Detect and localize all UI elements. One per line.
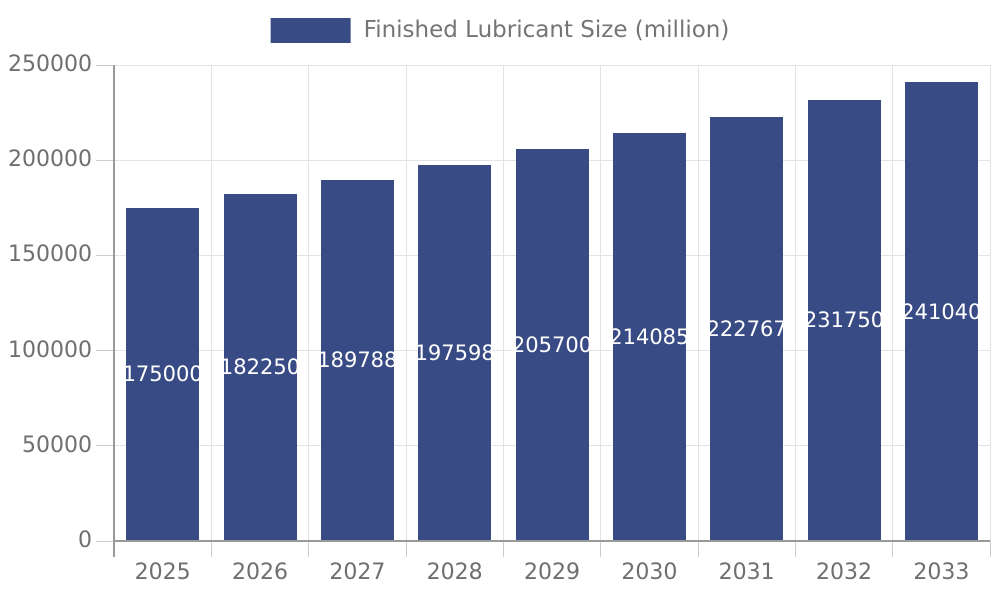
x-tick-label: 2031 (718, 560, 775, 585)
x-tick-label: 2029 (524, 560, 580, 585)
bar-value-label: 182250 (219, 355, 301, 380)
y-tick (96, 350, 114, 352)
x-tick (892, 541, 894, 557)
x-gridline (697, 65, 699, 541)
x-tick (989, 541, 991, 557)
bar (126, 207, 200, 541)
x-gridline (210, 65, 212, 541)
legend-label: Finished Lubricant Size (million) (363, 17, 730, 43)
bar-value-label: 241040 (901, 299, 982, 324)
bar-value-label: 205700 (511, 333, 593, 358)
x-tick-label: 2032 (816, 560, 872, 585)
y-tick-label: 200000 (8, 147, 92, 173)
x-tick (697, 541, 699, 557)
x-gridline (989, 65, 991, 541)
x-tick-label: 2026 (232, 560, 288, 585)
bar-value-label: 222767 (706, 316, 787, 341)
bar (515, 149, 589, 541)
y-gridline (114, 64, 990, 66)
x-tick (308, 541, 310, 557)
x-gridline (308, 65, 310, 541)
bar-value-label: 214085 (609, 325, 690, 350)
x-tick (405, 541, 407, 557)
x-gridline (405, 65, 407, 541)
y-tick (96, 254, 114, 256)
x-tick-label: 2030 (621, 560, 678, 585)
x-tick (794, 541, 796, 557)
y-tick (96, 159, 114, 161)
y-tick-label: 150000 (8, 242, 92, 268)
bar (612, 133, 686, 541)
y-tick (96, 445, 114, 447)
y-tick-label: 50000 (22, 432, 92, 458)
bar-value-label: 175000 (122, 362, 203, 387)
bar (904, 82, 978, 541)
bar-value-label: 189788 (317, 348, 398, 373)
legend: Finished Lubricant Size (million) (270, 15, 730, 45)
bar (807, 99, 881, 541)
x-tick-label: 2025 (134, 560, 191, 585)
bar-value-label: 231750 (803, 308, 885, 333)
bar (320, 179, 394, 541)
y-tick (96, 64, 114, 66)
bar (223, 193, 297, 541)
x-tick-label: 2028 (426, 560, 483, 585)
y-tick-label: 100000 (8, 337, 92, 363)
bar (710, 116, 784, 541)
x-gridline (502, 65, 504, 541)
x-gridline (600, 65, 602, 541)
bar (418, 164, 492, 541)
x-gridline (892, 65, 894, 541)
x-tick (210, 541, 212, 557)
x-tick-label: 2027 (329, 560, 386, 585)
x-tick (600, 541, 602, 557)
x-tick (502, 541, 504, 557)
legend-swatch (270, 17, 351, 43)
y-tick (96, 540, 114, 542)
bar-value-label: 197598 (414, 340, 495, 365)
y-tick-label: 0 (78, 528, 92, 553)
y-axis-line (113, 65, 115, 557)
x-tick-label: 2033 (913, 560, 970, 585)
x-axis-line (114, 540, 990, 542)
x-gridline (794, 65, 796, 541)
y-tick-label: 250000 (8, 52, 92, 77)
